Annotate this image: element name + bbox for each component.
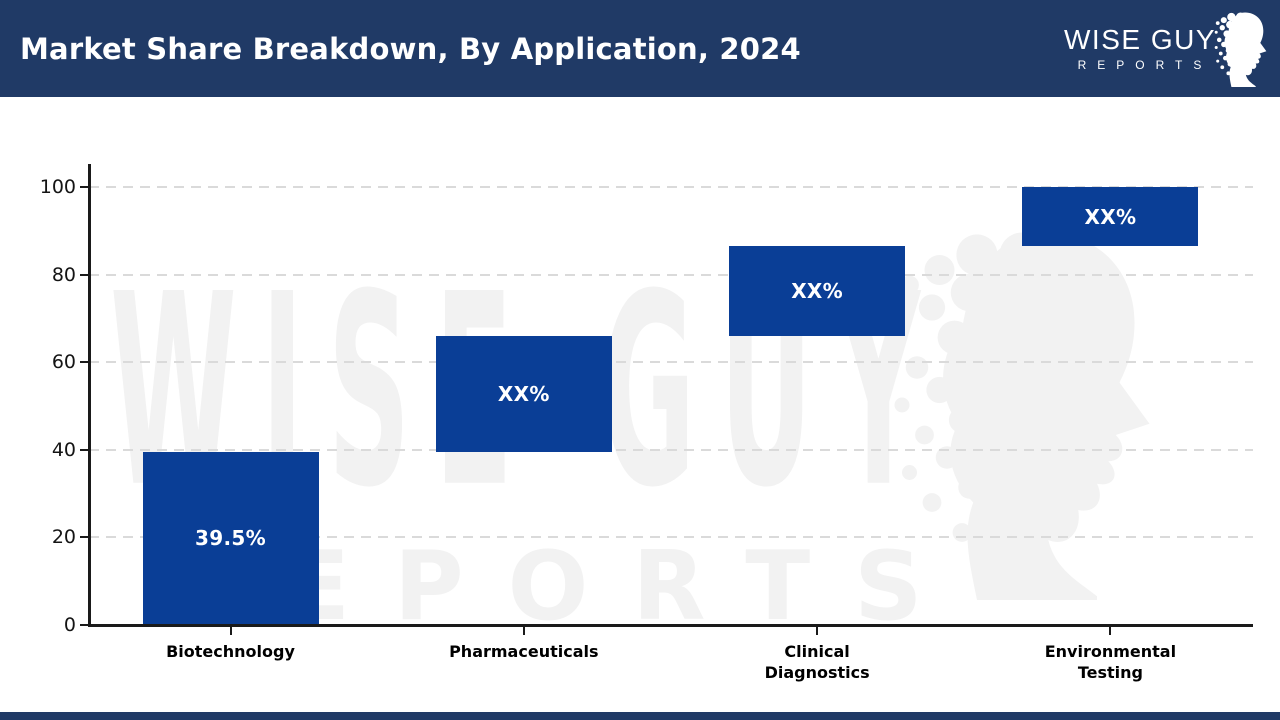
bar-segment: XX% [729,246,906,336]
gridline [89,536,1253,539]
brand-logo: WISE GUY REPORTS [1064,11,1268,87]
bar-value-label: XX% [791,279,843,304]
logo-wordmark: WISE GUY [1063,24,1216,55]
bar-value-label: XX% [1084,204,1137,229]
gridline [89,448,1253,451]
y-axis-tick [80,361,89,364]
footer-bar [0,712,1280,720]
y-axis-tick [80,536,89,539]
y-axis-tick-label: 40 [51,438,76,461]
x-axis-category-label: Biotechnology [121,641,341,662]
x-axis-tick [1109,626,1112,635]
y-axis-tick-label: 80 [51,263,76,286]
y-axis-tick [80,448,89,451]
y-axis-line [87,164,91,627]
x-axis-category-label: Clinical Diagnostics [707,641,927,683]
y-axis-tick-label: 0 [63,614,76,636]
y-axis-tick [80,624,89,626]
gridline [89,186,1253,188]
category-label-line: Testing [1077,663,1143,682]
page-title: Market Share Breakdown, By Application, … [20,31,801,66]
x-axis-line [87,623,1253,627]
bar-segment: XX% [435,335,612,452]
logo-head-icon [1210,11,1268,87]
x-axis-tick [522,626,525,635]
bar-segment: XX% [1022,187,1199,247]
gridline [89,273,1253,276]
logo-subtext: REPORTS [1077,58,1213,72]
bar-value-label: XX% [497,381,550,406]
bar-segment: 39.5% [142,451,319,625]
x-axis-tick [229,626,232,635]
x-axis-category-label: Pharmaceuticals [414,641,634,662]
y-axis-tick-label: 60 [51,351,76,374]
category-label-line: Pharmaceuticals [449,642,599,661]
y-axis-tick-label: 100 [39,176,76,198]
category-label-line: Biotechnology [166,642,295,661]
x-axis-category-label: Environmental Testing [1000,641,1220,683]
category-label-line: Environmental [1044,642,1177,661]
category-label-line: Clinical [784,642,850,661]
brand-logo-text: WISE GUY REPORTS [1063,24,1216,72]
y-axis-tick [80,273,89,276]
y-axis-tick-label: 20 [51,526,76,549]
y-axis-tick [80,186,89,188]
x-axis-tick [816,626,819,635]
category-label-line: Diagnostics [764,663,870,682]
gridline [89,361,1253,364]
bar-value-label: 39.5% [195,526,266,551]
header: Market Share Breakdown, By Application, … [0,0,1280,97]
